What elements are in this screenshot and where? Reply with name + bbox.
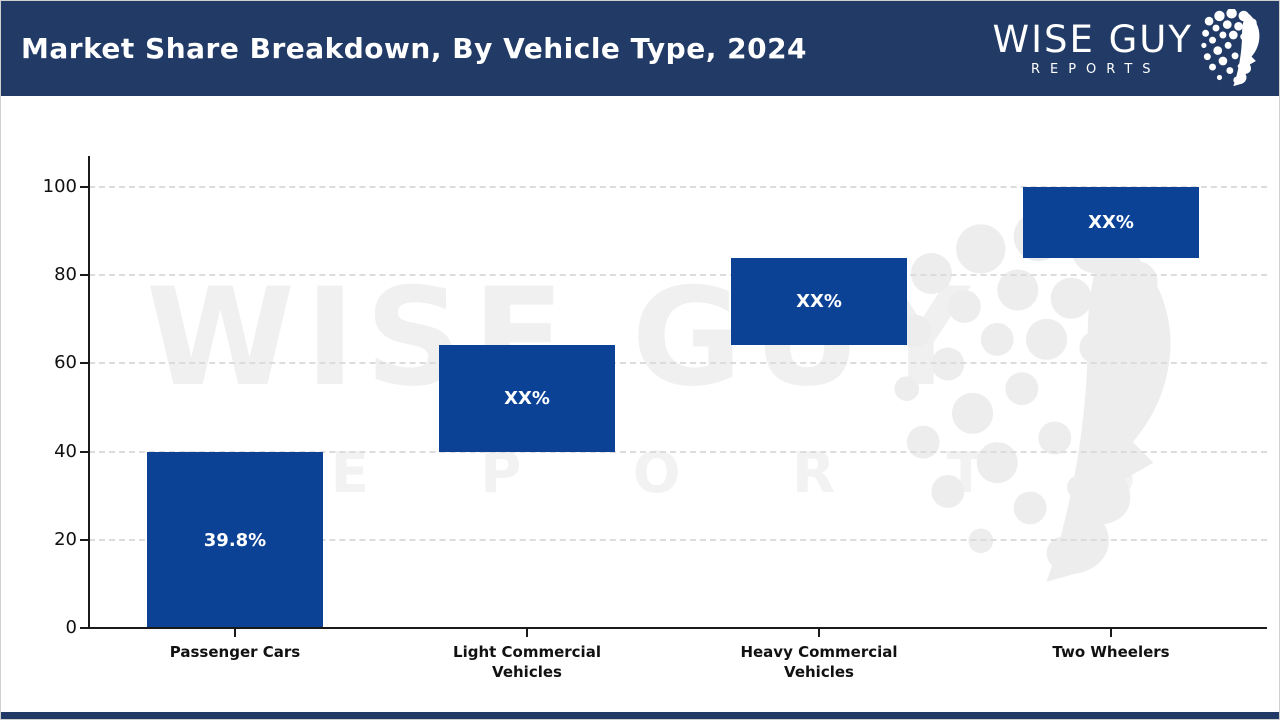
- gridline: [89, 450, 1267, 453]
- bar: XX%: [439, 344, 615, 453]
- bar-value-label: XX%: [796, 290, 842, 312]
- logo-wordmark: WISE GUY: [992, 17, 1193, 61]
- logo-head-icon: [1201, 9, 1260, 87]
- gridline: [89, 274, 1267, 277]
- x-category-label: Passenger Cars: [169, 643, 301, 661]
- footer-bar: [1, 712, 1279, 719]
- bar-value-label: XX%: [1088, 212, 1134, 233]
- y-tick-mark: [80, 362, 89, 365]
- chart-title: Market Share Breakdown, By Vehicle Type,…: [21, 32, 808, 65]
- logo-subtitle: REPORTS: [1030, 61, 1161, 77]
- y-tick-label: 100: [42, 176, 77, 197]
- watermark-head-icon: [894, 216, 1171, 582]
- y-tick-label: 0: [65, 617, 77, 638]
- y-tick-label: 20: [54, 528, 77, 550]
- gridline: [89, 362, 1267, 365]
- y-tick-mark: [80, 186, 89, 188]
- x-tick-mark: [234, 629, 236, 637]
- gridline: [89, 538, 1267, 541]
- y-axis-line: [88, 156, 90, 629]
- bar: XX%: [1023, 187, 1199, 258]
- x-category-label: Light Commercial Vehicles: [453, 643, 601, 681]
- bar: XX%: [731, 258, 907, 345]
- bar: 39.8%: [147, 452, 323, 628]
- x-axis-line: [88, 627, 1267, 629]
- logo-text: WISE GUY REPORTS: [992, 17, 1193, 77]
- x-tick-mark: [1110, 629, 1112, 637]
- y-tick-label: 80: [54, 264, 77, 286]
- x-tick-mark: [818, 629, 820, 637]
- y-tick-mark: [80, 450, 89, 453]
- gridline: [89, 186, 1267, 188]
- header-bar: Market Share Breakdown, By Vehicle Type,…: [1, 1, 1279, 96]
- wiseguy-logo: WISE GUY REPORTS: [993, 9, 1261, 87]
- y-tick-mark: [80, 627, 89, 629]
- bar-value-label: 39.8%: [203, 529, 267, 551]
- y-tick-label: 40: [54, 440, 77, 462]
- bar-value-label: XX%: [504, 388, 550, 410]
- y-tick-mark: [80, 274, 89, 277]
- x-category-label: Heavy Commercial Vehicles: [740, 643, 898, 681]
- y-tick-label: 60: [54, 352, 77, 374]
- x-category-label: Two Wheelers: [1052, 643, 1170, 661]
- y-tick-mark: [80, 538, 89, 541]
- x-tick-mark: [526, 629, 528, 637]
